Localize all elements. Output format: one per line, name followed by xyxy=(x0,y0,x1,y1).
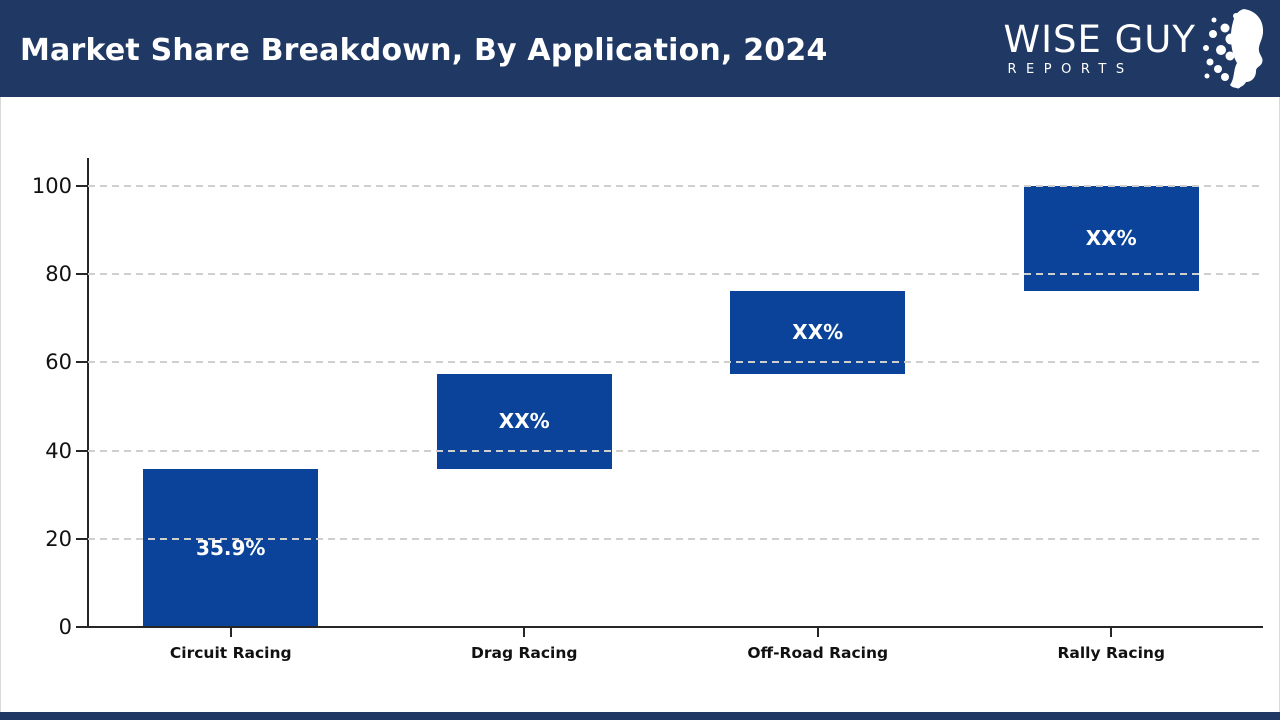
y-tick-mark xyxy=(76,361,87,364)
y-tick-label: 60 xyxy=(45,350,72,375)
footer-bar xyxy=(0,712,1280,720)
category-label: Rally Racing xyxy=(1057,644,1166,662)
y-axis-line xyxy=(87,158,89,628)
brand-wordmark: WISE GUY REPORTS xyxy=(1003,17,1196,78)
x-tick-mark xyxy=(229,628,232,637)
brand-face-icon xyxy=(1203,9,1264,89)
bar-segment: XX% xyxy=(730,290,906,374)
y-tick-mark xyxy=(76,449,87,452)
header-bar: Market Share Breakdown, By Application, … xyxy=(0,0,1280,97)
y-tick-label: 40 xyxy=(45,438,72,463)
gridline-100 xyxy=(88,185,1262,187)
y-tick-mark xyxy=(76,537,87,540)
brand-logo: WISE GUY REPORTS xyxy=(1004,6,1266,90)
x-tick-mark xyxy=(1110,628,1113,637)
bar-value-label: XX% xyxy=(498,409,550,434)
bar-segment: XX% xyxy=(436,373,612,469)
category-label: Off-Road Racing xyxy=(747,644,889,662)
y-tick-label: 80 xyxy=(45,262,72,287)
y-tick-mark xyxy=(76,273,87,276)
gridline-20 xyxy=(88,537,1262,540)
bar-segment: XX% xyxy=(1023,186,1199,291)
bar-value-label: 35.9% xyxy=(196,535,266,560)
gridline-80 xyxy=(88,273,1262,276)
category-label: Drag Racing xyxy=(471,644,578,662)
gridline-60 xyxy=(88,361,1262,364)
y-tick-label: 20 xyxy=(45,526,72,551)
category-label: Circuit Racing xyxy=(169,644,292,662)
x-tick-mark xyxy=(523,628,526,637)
bar-value-label: XX% xyxy=(792,320,844,345)
gridline-40 xyxy=(88,449,1262,452)
bar-value-label: XX% xyxy=(1085,226,1137,251)
y-tick-mark xyxy=(76,626,87,628)
x-axis-line xyxy=(87,626,1263,628)
brand-wiseguy-text: WISE GUY xyxy=(1003,17,1196,61)
brand-reports-text: REPORTS xyxy=(1007,61,1134,77)
y-tick-label: 0 xyxy=(58,615,72,639)
y-tick-mark xyxy=(76,185,87,187)
bar-segment: 35.9% xyxy=(143,468,319,627)
x-tick-mark xyxy=(816,628,819,637)
y-tick-label: 100 xyxy=(31,174,72,198)
page-title: Market Share Breakdown, By Application, … xyxy=(20,33,828,68)
